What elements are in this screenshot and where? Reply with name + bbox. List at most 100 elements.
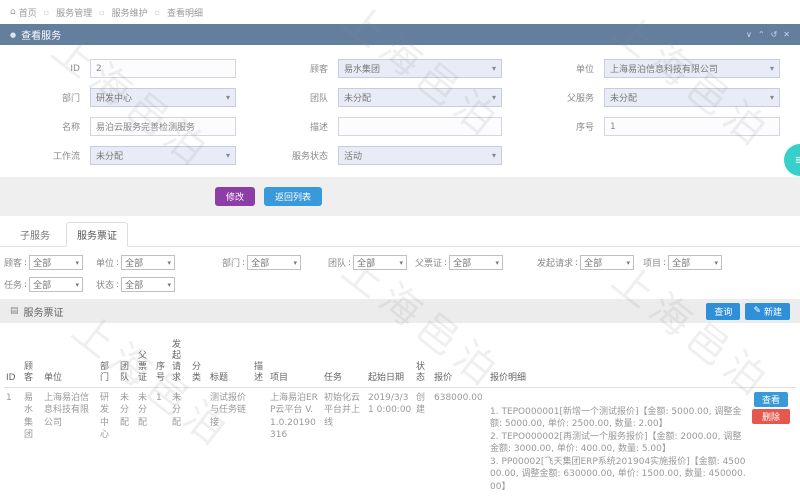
view-button[interactable]: 查看 <box>754 391 788 407</box>
chevron-down-icon: ▾ <box>75 280 80 289</box>
breadcrumb-home[interactable]: ⌂ 首页 <box>10 6 37 19</box>
close-icon[interactable]: ✕ <box>783 30 790 39</box>
list-icon: ▤ <box>10 306 19 316</box>
filter-task-value: 全部 <box>33 281 52 291</box>
quick-menu-fab[interactable]: ≡ <box>784 144 800 176</box>
filter-customer-label: 顾客 <box>4 259 23 269</box>
filter-request-select[interactable]: 全部 ▾ <box>580 255 635 270</box>
chevron-down-icon: ▾ <box>293 258 298 267</box>
filter-status-select[interactable]: 全部 ▾ <box>121 277 176 292</box>
chevron-down-icon: ▾ <box>769 64 774 73</box>
filter-unit-select[interactable]: 全部 ▾ <box>121 255 176 270</box>
colon: : <box>348 257 352 268</box>
query-button[interactable]: 查询 <box>706 302 741 320</box>
chevron-down-icon: ▾ <box>399 258 404 267</box>
cell-quote-details: 1. TEPO000001[新增一个测试报价]【金额: 5000.00, 调整金… <box>490 406 746 493</box>
refresh-icon[interactable]: ↺ <box>770 30 778 39</box>
workflow-select[interactable]: 未分配 ▾ <box>90 146 236 165</box>
cell-department: 研发中心 <box>100 392 110 441</box>
team-label: 团队 <box>309 94 328 104</box>
customer-select[interactable]: 易水集团 ▾ <box>338 59 502 78</box>
cell-unit: 上海易泊信息科技有限公司 <box>44 392 90 428</box>
parent-service-label: 父服务 <box>566 94 594 104</box>
table-header-row: ID 顾客 单位 部门 团队 父票证 序号 发起请求 分类 标题 描述 项目 任… <box>4 329 796 388</box>
chevron-down-icon: ▾ <box>491 93 496 102</box>
unit-label: 单位 <box>575 65 594 75</box>
customer-label: 顾客 <box>309 65 328 75</box>
department-value: 研发中心 <box>96 94 133 104</box>
colon: : <box>24 257 28 268</box>
cell-category <box>190 387 208 498</box>
tickets-section-title: 服务票证 <box>23 307 64 319</box>
delete-button[interactable]: 删除 <box>752 408 790 424</box>
cell-seq: 1 <box>156 392 162 403</box>
filter-task-label: 任务 <box>4 281 23 291</box>
filter-team-select[interactable]: 全部 ▾ <box>353 255 408 270</box>
description-input[interactable] <box>338 117 502 136</box>
colon: : <box>116 257 120 268</box>
team-select[interactable]: 未分配 ▾ <box>338 88 502 107</box>
cell-title: 测试报价与任务链接 <box>210 392 247 428</box>
service-status-select[interactable]: 活动 ▾ <box>338 146 502 165</box>
department-select[interactable]: 研发中心 ▾ <box>90 88 236 107</box>
window-controls: ∨ ⌃ ↺ ✕ <box>746 30 790 39</box>
modify-button[interactable]: 修改 <box>215 187 256 206</box>
tab-service-tickets[interactable]: 服务票证 <box>66 222 128 247</box>
filter-department-value: 全部 <box>251 259 270 269</box>
col-header-team: 团队 <box>118 329 136 388</box>
cell-team: 未分配 <box>120 392 130 428</box>
cell-customer: 易水集团 <box>24 392 34 441</box>
unit-value: 上海易泊信息科技有限公司 <box>610 65 719 75</box>
unit-select[interactable]: 上海易泊信息科技有限公司 ▾ <box>604 59 780 78</box>
cell-description <box>252 387 268 498</box>
maximize-icon[interactable]: ⌃ <box>757 30 765 39</box>
description-label: 描述 <box>309 123 328 133</box>
breadcrumb-item-service-maintenance[interactable]: 服务维护 <box>111 8 148 19</box>
form-actions: 修改 返回列表 <box>0 177 800 216</box>
chevron-down-icon: ▾ <box>167 258 172 267</box>
filter-customer-value: 全部 <box>33 259 52 269</box>
filter-task-select[interactable]: 全部 ▾ <box>29 277 84 292</box>
service-status-label: 服务状态 <box>291 152 328 162</box>
seq-label: 序号 <box>575 123 594 133</box>
filter-unit-value: 全部 <box>125 259 144 269</box>
cell-task: 初始化云平台并上线 <box>324 392 361 428</box>
filter-parent-ticket-select[interactable]: 全部 ▾ <box>449 255 504 270</box>
create-button[interactable]: ✎ 新建 <box>745 302 790 320</box>
colon: : <box>575 257 579 268</box>
filter-project-label: 项目 <box>643 259 662 269</box>
breadcrumb-separator-icon: ▫ <box>43 7 50 17</box>
cell-start-date: 2019/3/31 0:00:00 <box>368 392 412 416</box>
table-row: 1 易水集团 上海易泊信息科技有限公司 研发中心 未分配 未分配 1 未分配 测… <box>4 387 796 498</box>
filter-department-select[interactable]: 全部 ▾ <box>247 255 302 270</box>
tickets-table: ID 顾客 单位 部门 团队 父票证 序号 发起请求 分类 标题 描述 项目 任… <box>4 329 796 498</box>
breadcrumb: ⌂ 首页 ▫ 服务管理 ▫ 服务维护 ▫ 查看明细 <box>0 0 800 24</box>
parent-service-select[interactable]: 未分配 ▾ <box>604 88 780 107</box>
id-input[interactable] <box>90 59 236 78</box>
col-header-title: 标题 <box>208 329 252 388</box>
id-label: ID <box>70 63 80 74</box>
filter-department-label: 部门 <box>222 259 241 269</box>
collapse-icon[interactable]: ∨ <box>746 30 752 39</box>
colon: : <box>663 257 667 268</box>
cell-project: 上海易泊ERP云平台 V.1.0.20190316 <box>270 392 318 441</box>
filter-customer-select[interactable]: 全部 ▾ <box>29 255 84 270</box>
cell-quote: 638000.00 <box>434 392 483 403</box>
breadcrumb-item-service-management[interactable]: 服务管理 <box>56 8 93 19</box>
seq-input[interactable] <box>604 117 780 136</box>
filter-team-value: 全部 <box>357 259 376 269</box>
filter-project-select[interactable]: 全部 ▾ <box>668 255 723 270</box>
chevron-down-icon: ▾ <box>167 280 172 289</box>
tab-sub-services[interactable]: 子服务 <box>20 231 50 242</box>
chevron-down-icon: ▾ <box>626 258 631 267</box>
col-header-department: 部门 <box>98 329 118 388</box>
filter-status-label: 状态 <box>96 281 115 291</box>
workflow-value: 未分配 <box>96 152 124 162</box>
ticket-filters: 顾客: 全部 ▾ 单位: 全部 ▾ 部门: 全部 ▾ 团队: 全部 ▾ 父票证:… <box>0 247 800 299</box>
back-to-list-button[interactable]: 返回列表 <box>264 187 323 206</box>
breadcrumb-item-view-detail: 查看明细 <box>167 8 204 19</box>
cell-status: 创建 <box>416 392 426 416</box>
cell-parent-ticket: 未分配 <box>138 392 148 428</box>
name-input[interactable] <box>90 117 236 136</box>
filter-project-value: 全部 <box>672 259 691 269</box>
